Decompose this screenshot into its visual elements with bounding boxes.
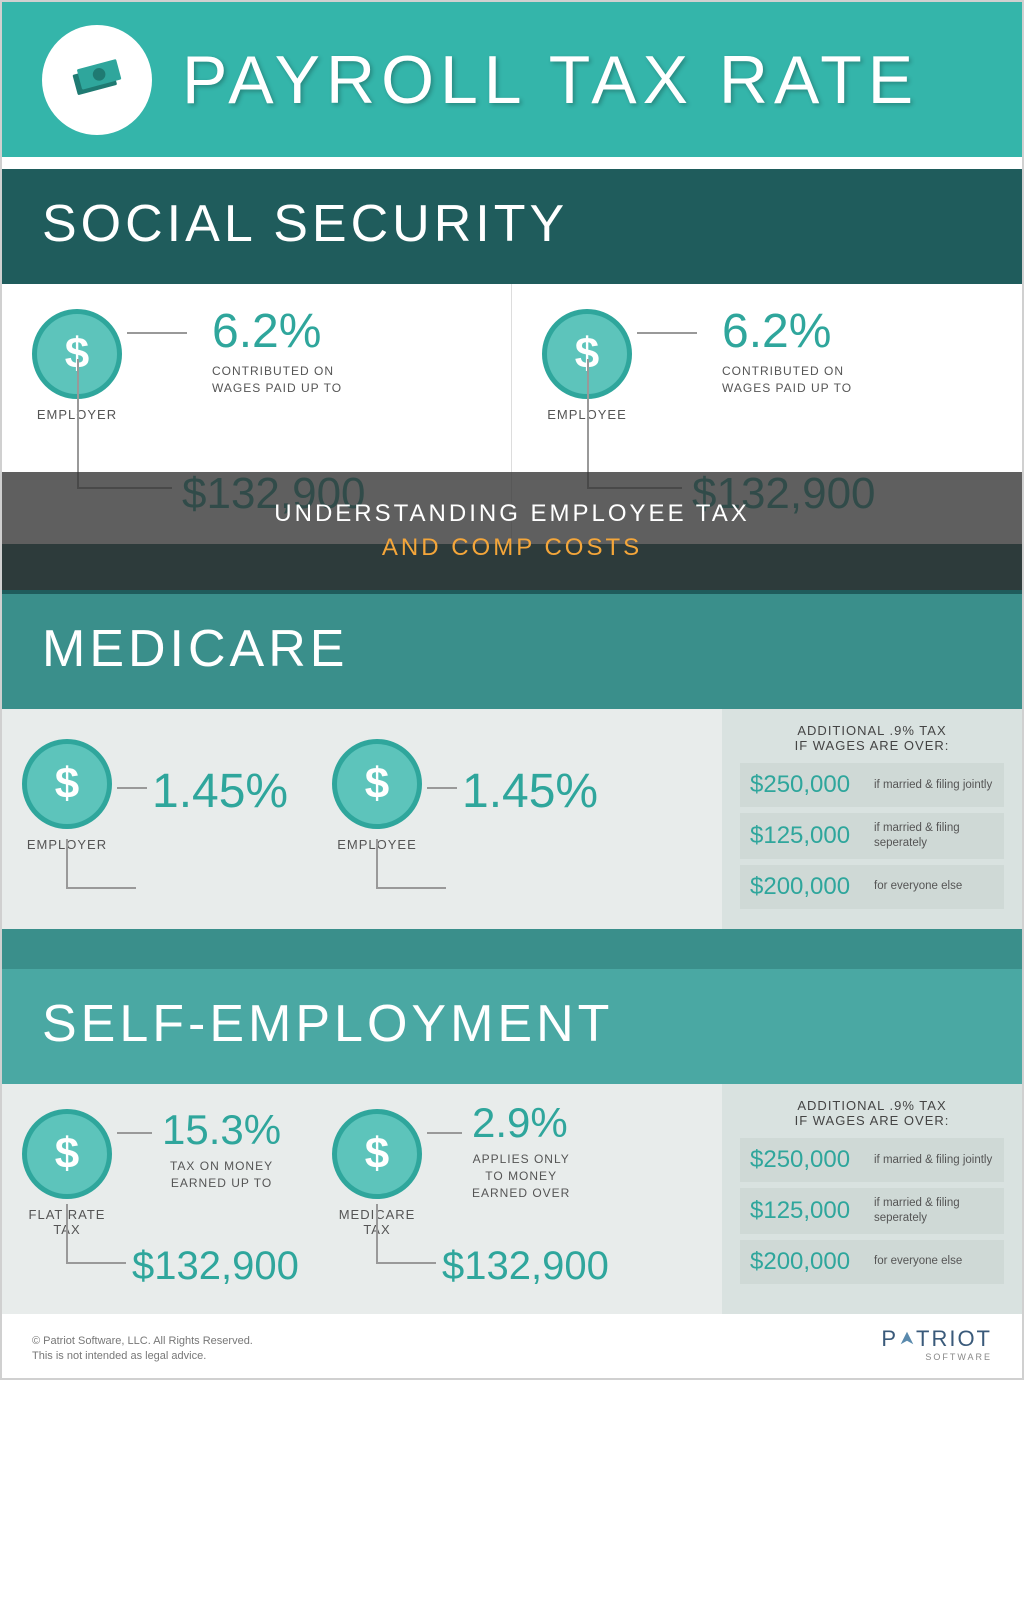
ss-employer-pct: 6.2% [212, 304, 342, 359]
se-med-pct: 2.9% [472, 1099, 570, 1147]
brand-logo: P TRIOT SOFTWARE [881, 1326, 992, 1362]
med-additional-title: ADDITIONAL .9% TAX IF WAGES ARE OVER: [740, 723, 1004, 753]
medicare-additional-panel: ADDITIONAL .9% TAX IF WAGES ARE OVER: $2… [722, 709, 1022, 929]
med-row-cond: if married & filing jointly [874, 778, 992, 793]
med-row-cond: if married & filing seperately [874, 821, 994, 851]
se-additional-title: ADDITIONAL .9% TAX IF WAGES ARE OVER: [740, 1098, 1004, 1128]
se-additional-row: $250,000 if married & filing jointly [740, 1138, 1004, 1182]
overlay-line1: UNDERSTANDING EMPLOYEE TAX [22, 500, 1002, 528]
med-row-amt: $250,000 [750, 771, 860, 799]
se-row-cond: for everyone else [874, 1254, 962, 1269]
header-title: PAYROLL TAX RATE [182, 41, 919, 119]
medicare-heading: MEDICARE [2, 594, 1022, 709]
infographic-container: PAYROLL TAX RATE SOCIAL SECURITY $ EMPLO… [0, 0, 1024, 1380]
se-flat-amount: $132,900 [132, 1244, 299, 1289]
se-additional-panel: ADDITIONAL .9% TAX IF WAGES ARE OVER: $2… [722, 1084, 1022, 1314]
med-row-cond: for everyone else [874, 879, 962, 894]
self-employment-strip: $ FLAT RATE TAX 15.3% TAX ON MONEY EARNE… [2, 1084, 1022, 1314]
dollar-icon: $ [22, 739, 112, 829]
se-row-cond: if married & filing seperately [874, 1196, 994, 1226]
footer-legal: © Patriot Software, LLC. All Rights Rese… [32, 1335, 253, 1362]
brand-sub: SOFTWARE [881, 1352, 992, 1362]
brand-text: P TRIOT [881, 1326, 992, 1352]
se-row-amt: $250,000 [750, 1146, 860, 1174]
se-additional-row: $200,000 for everyone else [740, 1240, 1004, 1284]
footer: © Patriot Software, LLC. All Rights Rese… [2, 1314, 1022, 1378]
ss-employee-desc: CONTRIBUTED ON WAGES PAID UP TO [722, 363, 852, 397]
copyright: © Patriot Software, LLC. All Rights Rese… [32, 1335, 253, 1347]
social-security-heading: SOCIAL SECURITY [2, 169, 1022, 284]
medicare-strip: $ EMPLOYER 1.45% $ EMPLOYEE 1.45% ADDITI… [2, 709, 1022, 929]
dollar-icon: $ [332, 1109, 422, 1199]
med-additional-row: $125,000 if married & filing seperately [740, 813, 1004, 859]
dollar-icon: $ [22, 1109, 112, 1199]
med-employee-pct: 1.45% [462, 764, 598, 819]
se-row-cond: if married & filing jointly [874, 1153, 992, 1168]
overlay-line2: AND COMP COSTS [22, 534, 1002, 562]
overlay-banner: UNDERSTANDING EMPLOYEE TAX AND COMP COST… [2, 472, 1022, 590]
self-employment-heading: SELF-EMPLOYMENT [2, 969, 1022, 1084]
med-additional-row: $250,000 if married & filing jointly [740, 763, 1004, 807]
se-med-desc: APPLIES ONLY TO MONEY EARNED OVER [472, 1151, 570, 1201]
se-additional-row: $125,000 if married & filing seperately [740, 1188, 1004, 1234]
money-icon [42, 25, 152, 135]
ss-employer-desc: CONTRIBUTED ON WAGES PAID UP TO [212, 363, 342, 397]
dollar-icon: $ [332, 739, 422, 829]
se-flat-pct: 15.3% [162, 1106, 281, 1154]
med-additional-row: $200,000 for everyone else [740, 865, 1004, 909]
header: PAYROLL TAX RATE [2, 2, 1022, 157]
se-med-amount: $132,900 [442, 1244, 609, 1289]
disclaimer: This is not intended as legal advice. [32, 1350, 253, 1362]
medicare-left: $ EMPLOYER 1.45% $ EMPLOYEE 1.45% [2, 709, 722, 929]
se-row-amt: $200,000 [750, 1248, 860, 1276]
se-flat-desc: TAX ON MONEY EARNED UP TO [162, 1158, 281, 1192]
med-row-amt: $200,000 [750, 873, 860, 901]
ss-employee-pct: 6.2% [722, 304, 852, 359]
se-row-amt: $125,000 [750, 1197, 860, 1225]
med-row-amt: $125,000 [750, 822, 860, 850]
med-employer-pct: 1.45% [152, 764, 288, 819]
se-left: $ FLAT RATE TAX 15.3% TAX ON MONEY EARNE… [2, 1084, 722, 1314]
